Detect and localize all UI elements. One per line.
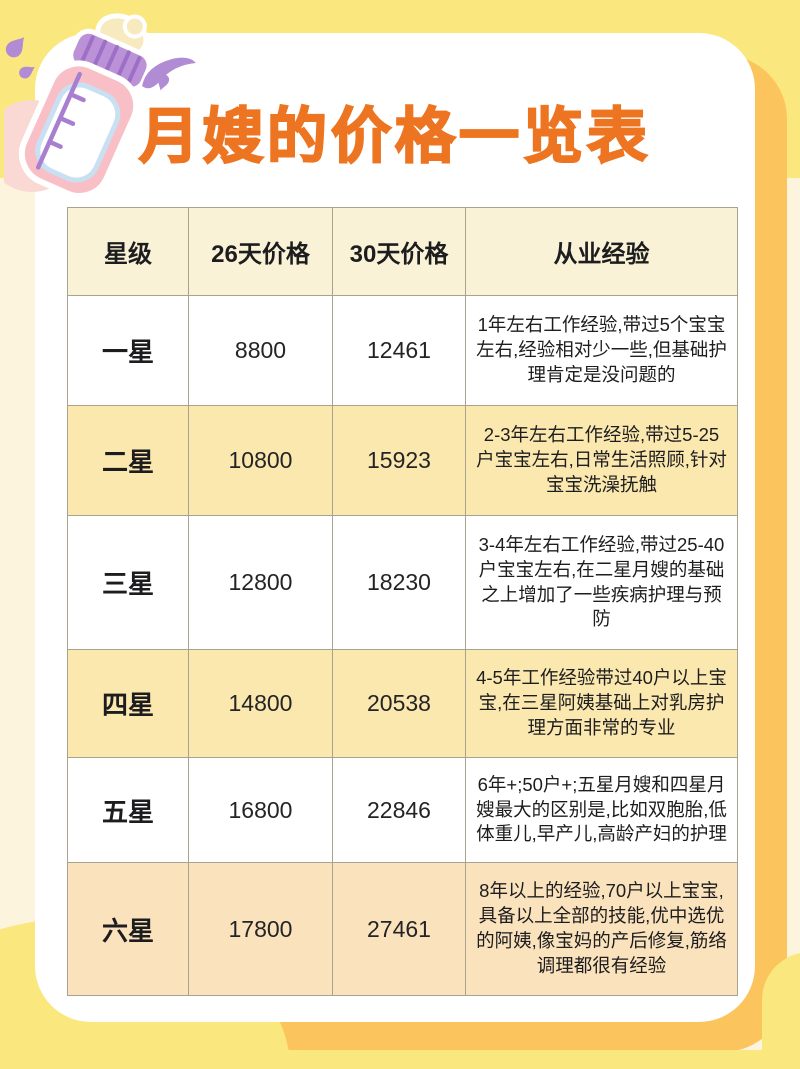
star-level-cell: 二星 <box>67 405 189 516</box>
experience-cell: 3-4年左右工作经验,带过25-40户宝宝左右,在二星月嫂的基础之上增加了一些疾… <box>465 515 738 650</box>
star-level-cell: 六星 <box>67 862 189 996</box>
price-30day-cell: 20538 <box>332 649 466 758</box>
price-26day-cell: 14800 <box>188 649 333 758</box>
milk-splash-icon <box>5 37 196 91</box>
price-30day-cell: 22846 <box>332 757 466 863</box>
table-row: 四星 14800 20538 4-5年工作经验带过40户以上宝宝,在三星阿姨基础… <box>67 649 738 758</box>
price-26day-cell: 12800 <box>188 515 333 650</box>
star-level-cell: 五星 <box>67 757 189 863</box>
col-header-star-level: 星级 <box>67 207 189 296</box>
price-table: 星级 26天价格 30天价格 从业经验 一星 8800 12461 1年左右工作… <box>67 207 738 996</box>
table-row: 三星 12800 18230 3-4年左右工作经验,带过25-40户宝宝左右,在… <box>67 515 738 650</box>
star-level-cell: 四星 <box>67 649 189 758</box>
page-title: 月嫂的价格一览表 <box>138 102 651 171</box>
price-30day-cell: 15923 <box>332 405 466 516</box>
star-level-cell: 一星 <box>67 295 189 406</box>
price-26day-cell: 17800 <box>188 862 333 996</box>
price-30day-cell: 18230 <box>332 515 466 650</box>
experience-cell: 1年左右工作经验,带过5个宝宝左右,经验相对少一些,但基础护理肯定是没问题的 <box>465 295 738 406</box>
table-row: 一星 8800 12461 1年左右工作经验,带过5个宝宝左右,经验相对少一些,… <box>67 295 738 406</box>
col-header-26day-price: 26天价格 <box>188 207 333 296</box>
experience-cell: 4-5年工作经验带过40户以上宝宝,在三星阿姨基础上对乳房护理方面非常的专业 <box>465 649 738 758</box>
star-level-cell: 三星 <box>67 515 189 650</box>
table-row: 二星 10800 15923 2-3年左右工作经验,带过5-25户宝宝左右,日常… <box>67 405 738 516</box>
baby-bottle-icon <box>4 13 196 199</box>
price-26day-cell: 10800 <box>188 405 333 516</box>
experience-cell: 8年以上的经验,70户以上宝宝,具备以上全部的技能,优中选优的阿姨,像宝妈的产后… <box>465 862 738 996</box>
price-30day-cell: 27461 <box>332 862 466 996</box>
table-header-row: 星级 26天价格 30天价格 从业经验 <box>67 207 738 296</box>
col-header-30day-price: 30天价格 <box>332 207 466 296</box>
bottle-body-group <box>18 13 152 199</box>
experience-cell: 6年+;50户+;五星月嫂和四星月嫂最大的区别是,比如双胞胎,低体重儿,早产儿,… <box>465 757 738 863</box>
table-row: 六星 17800 27461 8年以上的经验,70户以上宝宝,具备以上全部的技能… <box>67 862 738 996</box>
price-26day-cell: 16800 <box>188 757 333 863</box>
bottom-yellow-band <box>0 1050 800 1069</box>
col-header-experience: 从业经验 <box>465 207 738 296</box>
price-30day-cell: 12461 <box>332 295 466 406</box>
experience-cell: 2-3年左右工作经验,带过5-25户宝宝左右,日常生活照顾,针对宝宝洗澡抚触 <box>465 405 738 516</box>
price-26day-cell: 8800 <box>188 295 333 406</box>
table-row: 五星 16800 22846 6年+;50户+;五星月嫂和四星月嫂最大的区别是,… <box>67 757 738 863</box>
